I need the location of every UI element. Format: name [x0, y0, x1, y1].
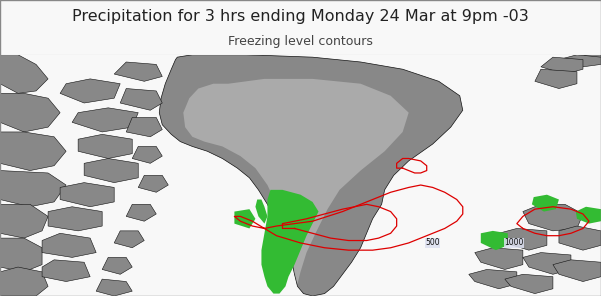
Polygon shape: [523, 252, 571, 274]
Polygon shape: [475, 248, 523, 269]
Polygon shape: [114, 62, 162, 81]
Polygon shape: [183, 79, 409, 284]
Polygon shape: [499, 229, 547, 250]
Polygon shape: [535, 69, 577, 89]
Polygon shape: [0, 170, 66, 207]
Polygon shape: [541, 57, 583, 74]
Polygon shape: [523, 204, 583, 231]
Polygon shape: [78, 134, 132, 158]
Polygon shape: [120, 89, 162, 110]
Text: 500: 500: [426, 238, 440, 247]
Text: 1000: 1000: [504, 238, 523, 247]
Polygon shape: [138, 175, 168, 192]
Text: Freezing level contours: Freezing level contours: [228, 35, 373, 48]
Polygon shape: [559, 226, 601, 250]
Polygon shape: [261, 190, 319, 294]
Polygon shape: [42, 233, 96, 258]
Polygon shape: [532, 195, 559, 212]
Polygon shape: [481, 231, 508, 250]
Polygon shape: [126, 204, 156, 221]
Polygon shape: [60, 183, 114, 207]
Polygon shape: [48, 207, 102, 231]
Polygon shape: [559, 55, 601, 67]
Polygon shape: [84, 158, 138, 183]
Polygon shape: [583, 55, 601, 62]
Polygon shape: [0, 55, 48, 93]
Polygon shape: [505, 274, 553, 294]
Polygon shape: [102, 258, 132, 274]
Polygon shape: [0, 93, 60, 132]
Polygon shape: [96, 279, 132, 296]
Polygon shape: [126, 118, 162, 137]
Polygon shape: [0, 204, 48, 238]
Polygon shape: [234, 209, 255, 229]
Polygon shape: [132, 147, 162, 163]
Polygon shape: [255, 200, 267, 224]
Polygon shape: [0, 132, 66, 170]
Polygon shape: [60, 79, 120, 103]
Polygon shape: [576, 207, 601, 224]
Polygon shape: [0, 238, 42, 272]
Polygon shape: [159, 55, 463, 296]
Polygon shape: [0, 267, 48, 296]
Polygon shape: [114, 231, 144, 248]
Text: Precipitation for 3 hrs ending Monday 24 Mar at 9pm -03: Precipitation for 3 hrs ending Monday 24…: [72, 9, 529, 24]
Polygon shape: [469, 269, 517, 289]
Polygon shape: [72, 108, 138, 132]
Polygon shape: [42, 260, 90, 281]
Polygon shape: [553, 260, 601, 281]
